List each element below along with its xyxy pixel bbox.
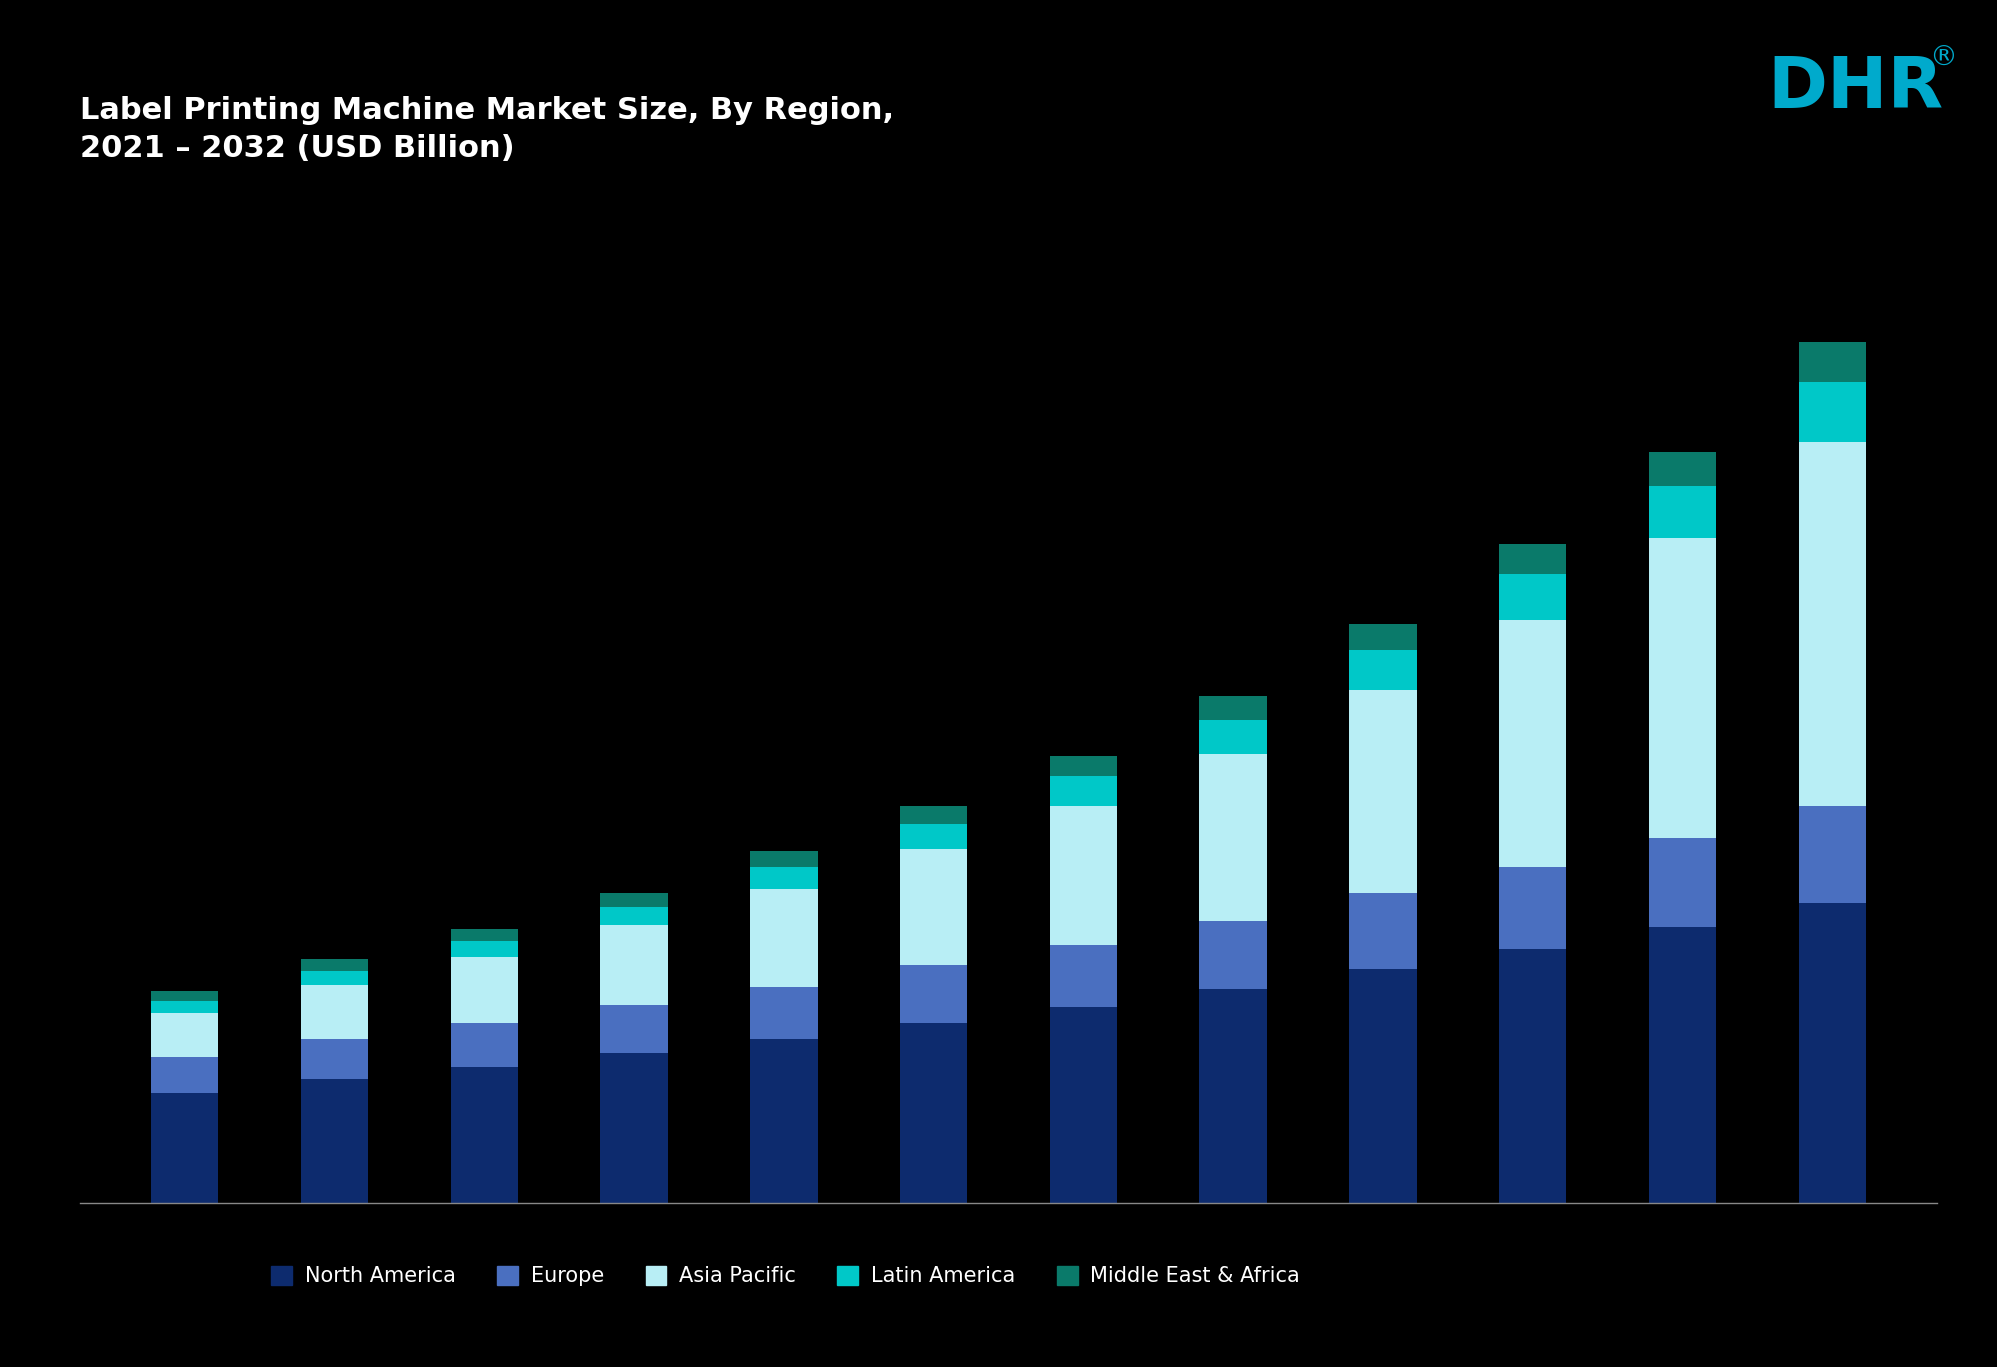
Text: ®: ®: [1929, 44, 1957, 71]
Bar: [751, 987, 817, 1039]
Bar: [1350, 894, 1416, 969]
Bar: [1799, 805, 1865, 904]
Bar: [302, 1039, 367, 1079]
Bar: [1650, 927, 1715, 1203]
Bar: [152, 1013, 218, 1057]
Bar: [1050, 1007, 1116, 1203]
Bar: [1050, 756, 1116, 775]
Bar: [601, 1053, 667, 1203]
Bar: [751, 852, 817, 868]
Bar: [1650, 487, 1715, 539]
Bar: [1050, 805, 1116, 946]
Bar: [1799, 442, 1865, 805]
Bar: [1650, 452, 1715, 487]
Bar: [152, 1057, 218, 1094]
Bar: [152, 1094, 218, 1203]
Bar: [601, 1005, 667, 1053]
Bar: [302, 960, 367, 972]
Bar: [601, 925, 667, 1005]
Bar: [1200, 753, 1266, 921]
Bar: [1799, 383, 1865, 442]
Bar: [451, 1024, 517, 1068]
Bar: [751, 868, 817, 890]
Bar: [1200, 719, 1266, 753]
Bar: [1799, 342, 1865, 383]
Text: Label Printing Machine Market Size, By Region,
2021 – 2032 (USD Billion): Label Printing Machine Market Size, By R…: [80, 96, 895, 163]
Bar: [152, 1001, 218, 1013]
Bar: [451, 1068, 517, 1203]
Bar: [901, 805, 967, 823]
Bar: [601, 894, 667, 908]
Bar: [1350, 623, 1416, 649]
Bar: [1799, 904, 1865, 1203]
Bar: [901, 965, 967, 1024]
Bar: [601, 908, 667, 925]
Bar: [1350, 649, 1416, 690]
Bar: [1200, 696, 1266, 719]
Bar: [901, 823, 967, 849]
Bar: [1500, 868, 1566, 949]
Bar: [1050, 946, 1116, 1007]
Bar: [1650, 539, 1715, 838]
Bar: [751, 890, 817, 987]
Bar: [302, 972, 367, 986]
Bar: [1350, 969, 1416, 1203]
Bar: [1200, 990, 1266, 1203]
Bar: [451, 930, 517, 942]
Bar: [1500, 949, 1566, 1203]
Bar: [1500, 619, 1566, 868]
Bar: [1200, 921, 1266, 990]
Bar: [302, 1079, 367, 1203]
Bar: [1650, 838, 1715, 927]
Bar: [1350, 690, 1416, 894]
Text: DHR: DHR: [1767, 55, 1943, 123]
Bar: [901, 849, 967, 965]
Bar: [451, 957, 517, 1024]
Bar: [1050, 775, 1116, 805]
Bar: [302, 986, 367, 1039]
Bar: [451, 942, 517, 957]
Legend: North America, Europe, Asia Pacific, Latin America, Middle East & Africa: North America, Europe, Asia Pacific, Lat…: [264, 1258, 1308, 1295]
Bar: [1500, 544, 1566, 574]
Bar: [152, 991, 218, 1001]
Bar: [901, 1024, 967, 1203]
Bar: [1500, 574, 1566, 619]
Bar: [751, 1039, 817, 1203]
